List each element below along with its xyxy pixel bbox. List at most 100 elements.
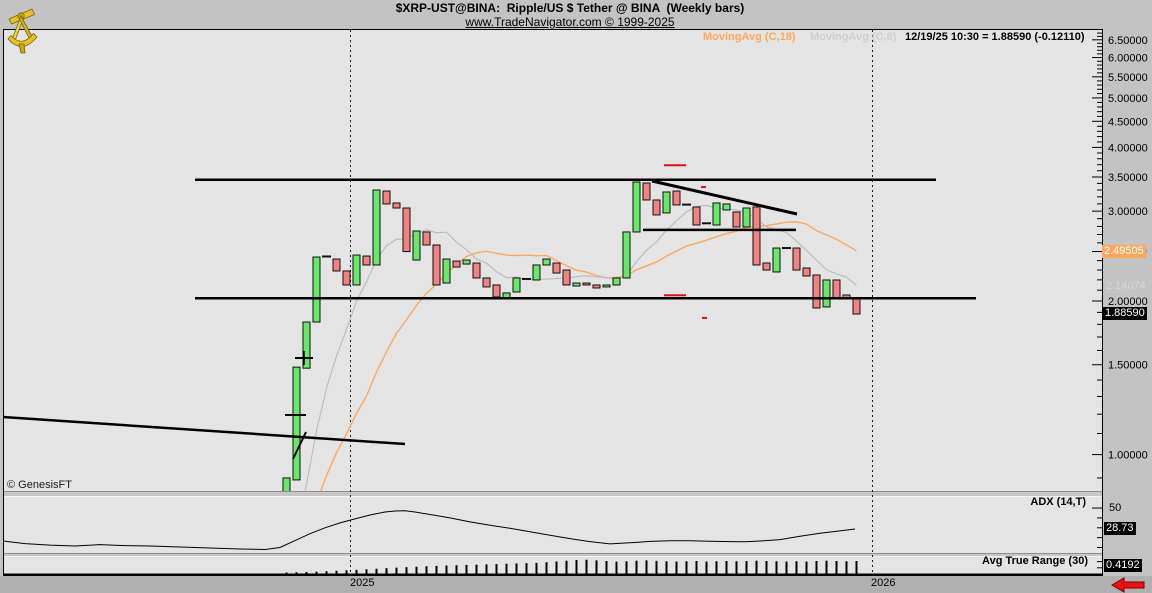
atr-bar: [805, 561, 808, 574]
atr-bar: [405, 567, 408, 574]
scroll-left-arrow-button[interactable]: [1110, 577, 1148, 593]
atr-bars[interactable]: [285, 559, 858, 574]
atr-bar: [505, 563, 508, 574]
atr-bar: [675, 561, 678, 574]
candle-down[interactable]: [792, 247, 801, 271]
candle-up[interactable]: [742, 207, 751, 228]
price-levels[interactable]: [195, 178, 976, 300]
tradenavigator-link[interactable]: www.TradeNavigator.com © 1999-2025: [465, 15, 675, 29]
candle-down[interactable]: [492, 284, 501, 298]
candle-doji[interactable]: [522, 277, 531, 280]
atr-bar: [395, 567, 398, 574]
atr-bar: [295, 572, 298, 574]
candle-down[interactable]: [562, 269, 571, 286]
candle-doji[interactable]: [702, 222, 711, 225]
candle-up[interactable]: [662, 191, 671, 214]
candle-up[interactable]: [312, 256, 321, 323]
candle-doji[interactable]: [682, 203, 691, 206]
candle-up[interactable]: [372, 189, 381, 266]
candle-up[interactable]: [602, 284, 611, 288]
candle-down[interactable]: [642, 182, 651, 201]
candle-down[interactable]: [752, 206, 761, 266]
price-axis-label: 2.00000: [1108, 296, 1148, 308]
candle-down[interactable]: [362, 255, 371, 266]
trendlines[interactable]: [2, 179, 798, 460]
candle-down[interactable]: [852, 297, 861, 315]
trendline-downtrend-line-left[interactable]: [2, 415, 406, 446]
candle-up[interactable]: [282, 477, 291, 492]
atr-bar: [775, 561, 778, 574]
price-axis-label: 4.50000: [1108, 116, 1148, 128]
candle-down[interactable]: [552, 262, 561, 274]
candle-down[interactable]: [672, 190, 681, 206]
legend-movingavg-18[interactable]: MovingAvg (C,18): [703, 31, 796, 43]
candle-down[interactable]: [472, 262, 481, 279]
atr-bar: [735, 561, 738, 574]
candle-down[interactable]: [812, 274, 821, 309]
price-axis-label: 5.00000: [1108, 93, 1148, 105]
candle-down[interactable]: [802, 267, 811, 277]
candle-up[interactable]: [712, 202, 721, 226]
candle-down[interactable]: [692, 206, 701, 226]
candle-down[interactable]: [592, 284, 601, 289]
candle-up[interactable]: [302, 321, 311, 369]
ma8-line: [304, 204, 857, 491]
candle-up[interactable]: [632, 181, 641, 233]
candle-up[interactable]: [512, 277, 521, 293]
quote-readout: 12/19/25 10:30 = 1.88590 (-0.12110): [905, 31, 1085, 43]
candle-up[interactable]: [462, 259, 471, 265]
atr-bar: [715, 561, 718, 574]
candle-up[interactable]: [532, 264, 541, 281]
candle-up[interactable]: [442, 258, 451, 284]
atr-bar: [665, 561, 668, 574]
candle-down[interactable]: [582, 282, 591, 286]
moving-averages[interactable]: [287, 204, 857, 576]
atr-bar: [285, 572, 288, 574]
adx-panel-label[interactable]: ADX (14,T): [1030, 496, 1086, 508]
legend-movingavg-8[interactable]: MovingAvg (C,8): [810, 31, 897, 43]
candle-down[interactable]: [652, 199, 661, 216]
candle-down[interactable]: [832, 279, 841, 299]
atr-bar: [685, 561, 688, 574]
candle-down[interactable]: [332, 258, 341, 272]
candle-up[interactable]: [572, 282, 581, 287]
candle-down[interactable]: [342, 270, 351, 286]
candle-down[interactable]: [392, 202, 401, 209]
chart-title: $XRP-UST@BINA: Ripple/US $ Tether @ BINA…: [395, 1, 745, 15]
candle-up[interactable]: [772, 247, 781, 273]
price-axis-label: 5.50000: [1108, 72, 1148, 84]
candle-down[interactable]: [382, 190, 391, 205]
candle-down[interactable]: [422, 231, 431, 246]
candle-down[interactable]: [452, 260, 461, 268]
candle-up[interactable]: [722, 203, 731, 211]
atr-bar: [525, 563, 528, 574]
ma18-value-badge: 2.49505: [1102, 245, 1146, 258]
candle-up[interactable]: [612, 277, 621, 286]
candle-up[interactable]: [352, 254, 361, 286]
atr-panel-label[interactable]: Avg True Range (30): [982, 555, 1088, 567]
candle-down[interactable]: [482, 277, 491, 288]
candle-up[interactable]: [622, 231, 631, 279]
red-marks[interactable]: [664, 164, 707, 319]
candle-doji[interactable]: [782, 247, 791, 250]
trendline-downtrend-line-top[interactable]: [651, 179, 798, 216]
last-price-badge: 1.88590: [1103, 307, 1147, 320]
adx-line[interactable]: [4, 510, 856, 551]
atr-bar: [325, 571, 328, 574]
atr-bar: [565, 560, 568, 574]
candle-doji[interactable]: [322, 255, 331, 258]
candle-up[interactable]: [412, 230, 421, 261]
candle-down[interactable]: [732, 211, 741, 228]
candle-up[interactable]: [822, 279, 831, 308]
candle-up[interactable]: [542, 258, 551, 266]
candle-down[interactable]: [402, 207, 411, 253]
candle-down[interactable]: [762, 262, 771, 271]
trendline-mark-diagonal[interactable]: [292, 431, 307, 460]
atr-bar: [855, 561, 858, 574]
candlesticks[interactable]: [282, 181, 861, 492]
candle-up[interactable]: [292, 366, 301, 481]
atr-bar: [455, 565, 458, 574]
candle-down[interactable]: [432, 244, 441, 286]
price-axis-label: 3.00000: [1108, 206, 1148, 218]
